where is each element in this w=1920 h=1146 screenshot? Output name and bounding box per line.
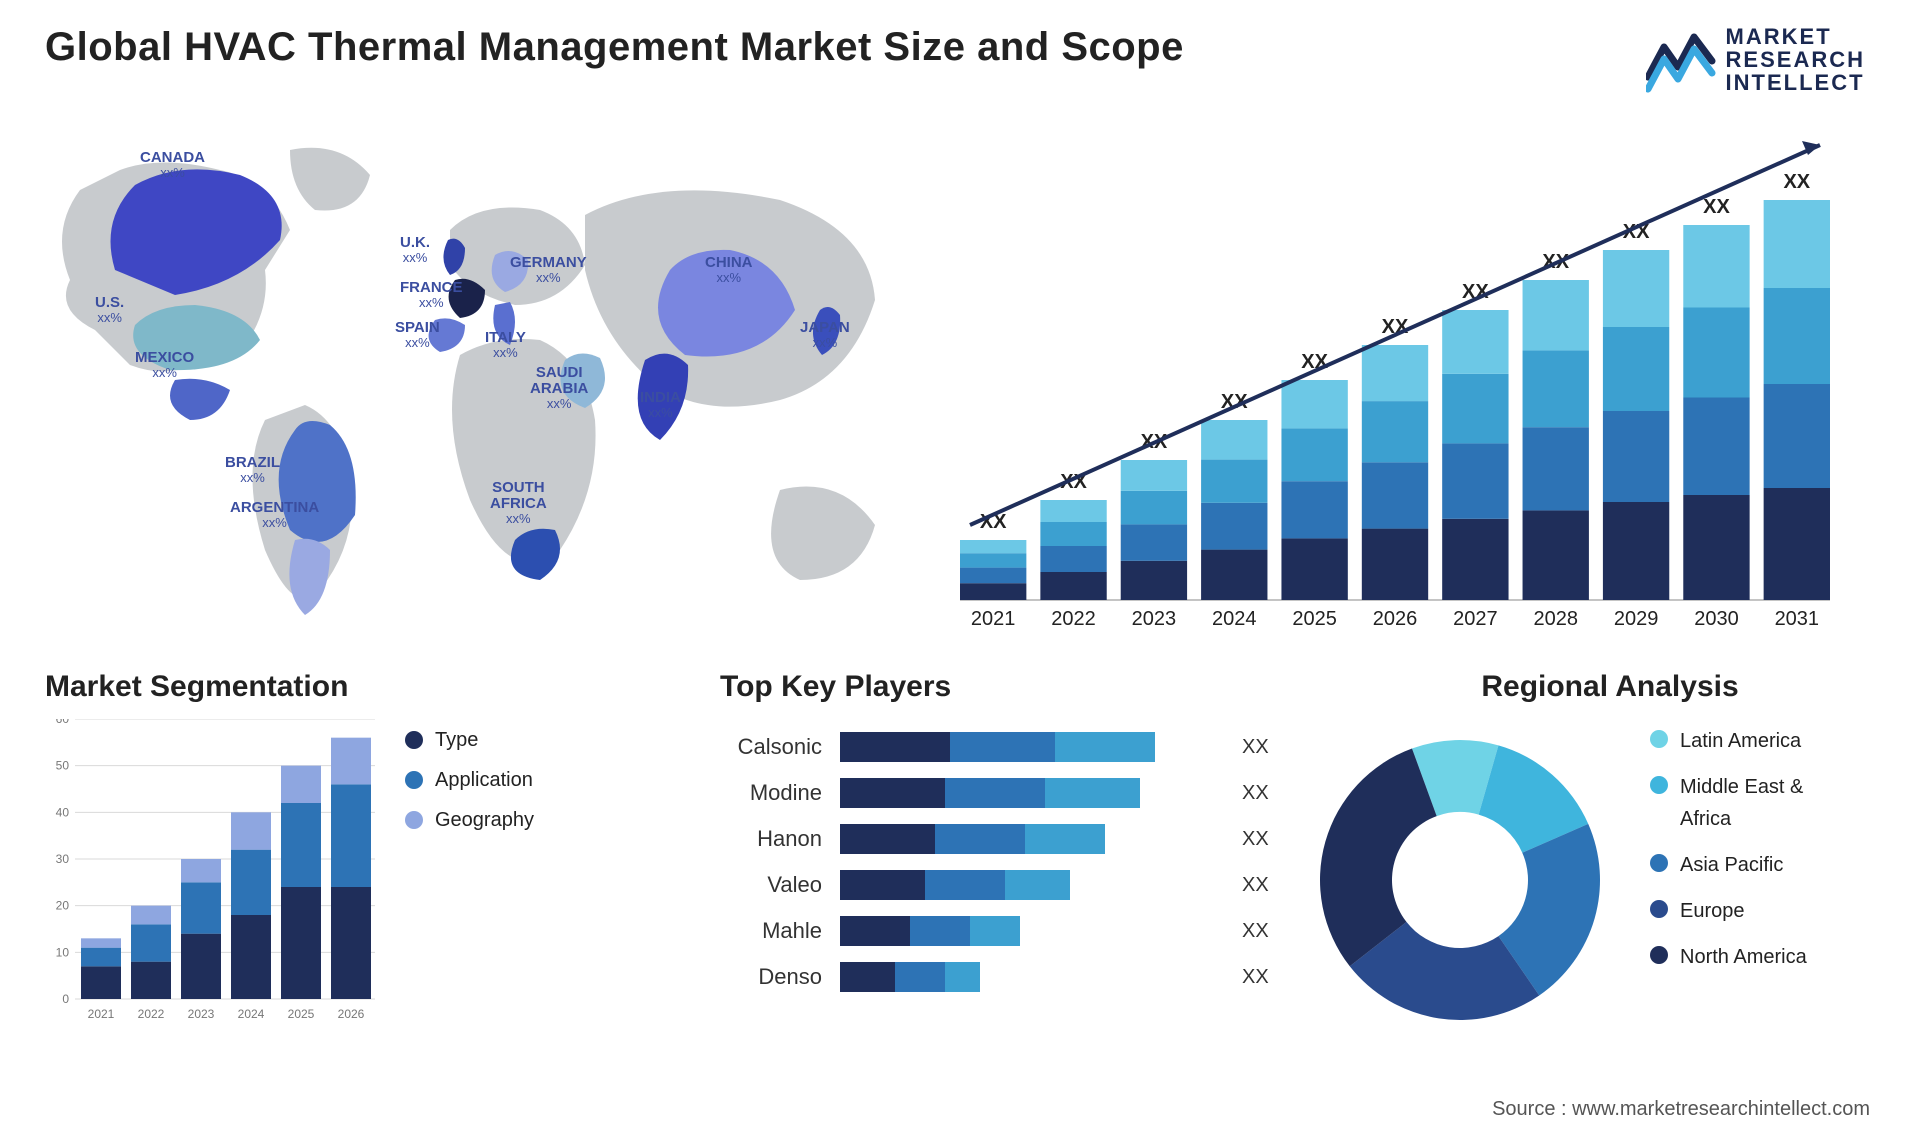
svg-text:2026: 2026 [1373, 608, 1418, 630]
svg-text:2022: 2022 [1051, 608, 1096, 630]
map-label-spain: SPAINxx% [395, 320, 440, 349]
players-title: Top Key Players [720, 670, 1320, 704]
svg-text:2023: 2023 [1132, 608, 1177, 630]
svg-text:40: 40 [56, 805, 70, 819]
svg-text:2027: 2027 [1453, 608, 1498, 630]
map-label-canada: CANADAxx% [140, 150, 205, 179]
player-row-modine: ModineXX [720, 770, 1280, 816]
segmentation-title: Market Segmentation [45, 670, 605, 704]
svg-text:XX: XX [1783, 171, 1810, 193]
donut-chart-svg [1300, 720, 1620, 1040]
region-legend-north-america: North America [1650, 941, 1807, 973]
map-label-brazil: BRAZILxx% [225, 455, 280, 484]
svg-text:2031: 2031 [1775, 608, 1820, 630]
legend-dot-icon [1650, 900, 1668, 918]
segmentation-legend: TypeApplicationGeography [405, 720, 534, 840]
map-label-india: INDIAxx% [640, 390, 681, 419]
svg-text:60: 60 [56, 719, 70, 726]
player-row-denso: DensoXX [720, 954, 1280, 1000]
map-label-argentina: ARGENTINAxx% [230, 500, 319, 529]
legend-dot-icon [1650, 854, 1668, 872]
logo-mark-icon [1646, 27, 1716, 93]
legend-dot-icon [1650, 730, 1668, 748]
svg-text:2029: 2029 [1614, 608, 1659, 630]
map-label-china: CHINAxx% [705, 255, 753, 284]
legend-dot-icon [1650, 946, 1668, 964]
logo-line1: MARKET [1726, 25, 1865, 48]
map-label-germany: GERMANYxx% [510, 255, 587, 284]
donut-legend: Latin America Middle East & Africa Asia Pa… [1650, 725, 1807, 987]
main-growth-chart: XX2021XX2022XX2023XX2024XX2025XX2026XX20… [960, 140, 1830, 630]
region-legend-middle-east-africa: Middle East & Africa [1650, 771, 1807, 835]
player-bar [840, 778, 1230, 808]
svg-text:2024: 2024 [238, 1007, 265, 1021]
svg-text:2026: 2026 [338, 1007, 365, 1021]
legend-dot-icon [1650, 776, 1668, 794]
map-label-south-africa: SOUTH AFRICAxx% [490, 480, 547, 525]
map-label-u-s-: U.S.xx% [95, 295, 124, 324]
svg-text:2021: 2021 [971, 608, 1016, 630]
player-bar [840, 962, 1230, 992]
seg-legend-type: Type [405, 720, 534, 760]
legend-dot-icon [405, 811, 423, 829]
svg-text:2030: 2030 [1694, 608, 1739, 630]
map-label-japan: JAPANxx% [800, 320, 850, 349]
segmentation-chart-svg: 0 10 20 30 40 50 60 2021 2022 2023 2024 2025 2026 [45, 719, 375, 1024]
region-legend-asia-pacific: Asia Pacific [1650, 849, 1807, 881]
svg-text:2028: 2028 [1533, 608, 1578, 630]
regional-section: Regional Analysis Latin AmericaMiddle Ea… [1340, 670, 1880, 704]
logo-line3: INTELLECT [1726, 71, 1865, 94]
player-bar [840, 732, 1230, 762]
player-bar [840, 824, 1230, 854]
map-label-france: FRANCExx% [400, 280, 463, 309]
svg-text:XX: XX [1703, 196, 1730, 218]
player-row-calsonic: CalsonicXX [720, 724, 1280, 770]
svg-text:30: 30 [56, 852, 70, 866]
svg-text:2023: 2023 [188, 1007, 215, 1021]
brand-logo: MARKET RESEARCH INTELLECT [1646, 25, 1865, 94]
svg-text:10: 10 [56, 945, 70, 959]
svg-text:0: 0 [62, 992, 69, 1006]
main-chart-svg: XX2021XX2022XX2023XX2024XX2025XX2026XX20… [960, 140, 1830, 630]
map-label-saudi-arabia: SAUDI ARABIAxx% [530, 365, 588, 410]
svg-text:2022: 2022 [138, 1007, 165, 1021]
source-text: Source : www.marketresearchintellect.com [1492, 1098, 1870, 1121]
svg-text:2025: 2025 [288, 1007, 315, 1021]
players-chart: CalsonicXXModineXXHanonXXValeoXXMahleXXD… [720, 724, 1280, 1000]
player-bar [840, 870, 1230, 900]
seg-legend-application: Application [405, 760, 534, 800]
world-map: CANADAxx% U.S.xx% MEXICOxx% BRAZILxx% ARGENT… [40, 120, 900, 630]
logo-line2: RESEARCH [1726, 48, 1865, 71]
player-row-mahle: MahleXX [720, 908, 1280, 954]
player-row-hanon: HanonXX [720, 816, 1280, 862]
svg-text:2021: 2021 [88, 1007, 115, 1021]
region-legend-latin-america: Latin America [1650, 725, 1807, 757]
map-label-mexico: MEXICOxx% [135, 350, 194, 379]
svg-text:50: 50 [56, 759, 70, 773]
segmentation-section: Market Segmentation 0 10 20 30 40 50 60 2021 202… [45, 670, 605, 1024]
map-label-italy: ITALYxx% [485, 330, 526, 359]
players-section: Top Key Players CalsonicXXModineXXHanonX… [720, 670, 1320, 1000]
legend-dot-icon [405, 771, 423, 789]
region-legend-europe: Europe [1650, 895, 1807, 927]
legend-dot-icon [405, 731, 423, 749]
svg-text:20: 20 [56, 899, 70, 913]
svg-text:2025: 2025 [1292, 608, 1337, 630]
page-title: Global HVAC Thermal Management Market Si… [45, 25, 1184, 70]
map-label-u-k-: U.K.xx% [400, 235, 430, 264]
regional-title: Regional Analysis [1340, 670, 1880, 704]
seg-legend-geography: Geography [405, 800, 534, 840]
player-row-valeo: ValeoXX [720, 862, 1280, 908]
player-bar [840, 916, 1230, 946]
svg-text:2024: 2024 [1212, 608, 1257, 630]
